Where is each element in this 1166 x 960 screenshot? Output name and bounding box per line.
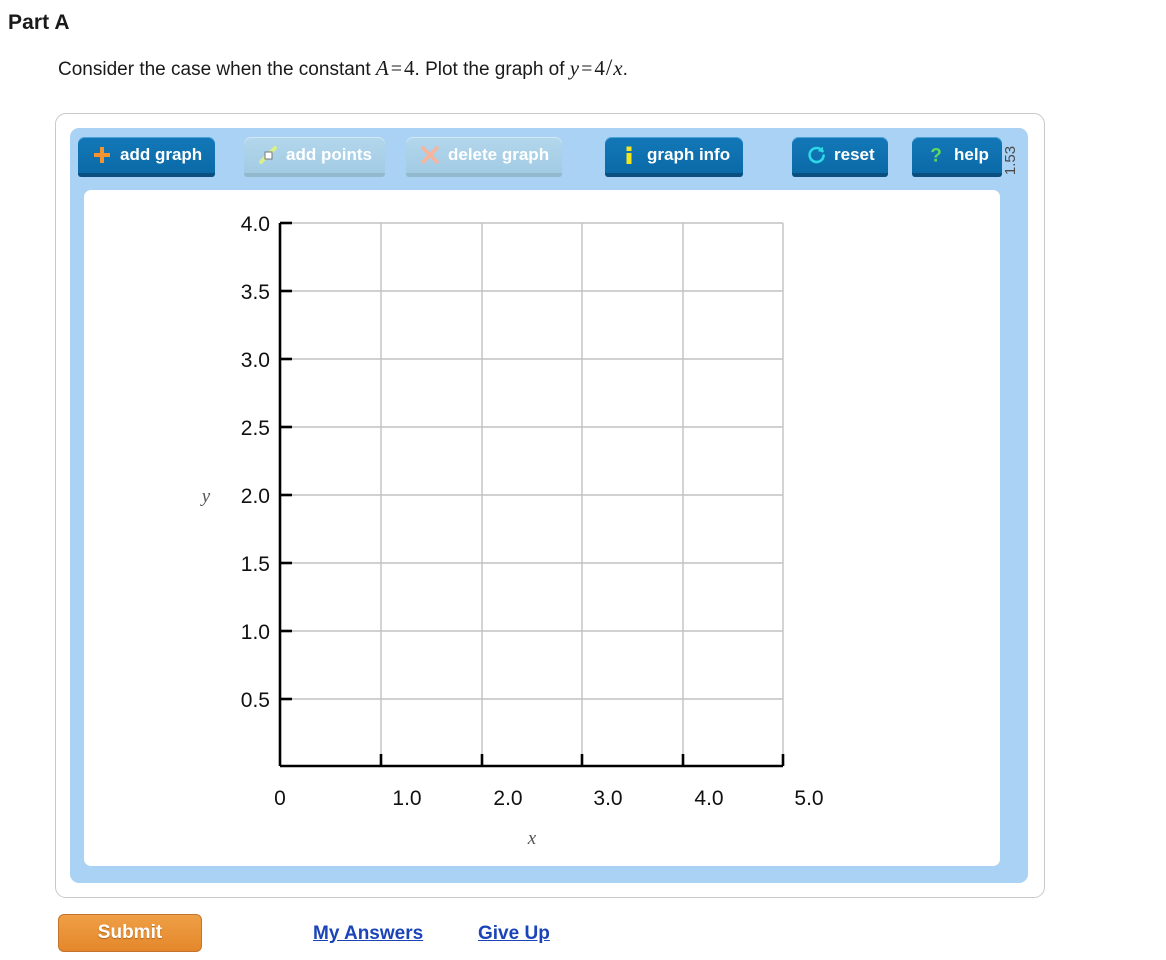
- x-tick-label: 5.0: [794, 787, 823, 810]
- x-tick-label: 1.0: [392, 787, 421, 810]
- refresh-icon: [805, 144, 827, 166]
- y-tick-label: 2.5: [241, 417, 270, 440]
- submit-button[interactable]: Submit: [58, 914, 202, 952]
- y-tick-label: 3.5: [241, 281, 270, 304]
- delete-graph-label: delete graph: [448, 145, 550, 164]
- x-tick-label: 3.0: [593, 787, 622, 810]
- grid-lines: [280, 222, 784, 766]
- x-tick-label: 2.0: [493, 787, 522, 810]
- y-tick-label: 0.5: [241, 689, 270, 712]
- add-points-label: add points: [286, 145, 372, 164]
- add-graph-button[interactable]: add graph: [78, 137, 216, 177]
- add-graph-label: add graph: [120, 145, 203, 164]
- applet-version-label: 1.53: [1002, 145, 1020, 175]
- prompt-period: .: [622, 59, 628, 80]
- fraction-denominator: x: [613, 56, 623, 80]
- x-axis-ticks: [379, 754, 785, 766]
- fraction-slash: /: [605, 55, 613, 80]
- x-icon: [419, 144, 441, 166]
- info-icon: [618, 144, 640, 166]
- function-variable-y: y: [569, 56, 580, 80]
- plot-panel[interactable]: 4.0 3.5 3.0 2.5 2.0 1.5 1.0 0.5 0 1.0 2.…: [84, 190, 1000, 866]
- question-icon: ?: [925, 144, 947, 166]
- plus-icon: [91, 144, 113, 166]
- applet-toolbar: add graph add points: [70, 128, 1028, 190]
- svg-text:?: ?: [930, 146, 942, 166]
- give-up-link[interactable]: Give Up: [478, 923, 550, 944]
- x-tick-label: 4.0: [694, 787, 723, 810]
- add-points-button[interactable]: add points: [244, 137, 385, 177]
- graph-applet-inner-frame: add graph add points: [70, 128, 1028, 883]
- y-tick-label: 3.0: [241, 349, 270, 372]
- graph-info-button[interactable]: graph info: [605, 137, 744, 177]
- answer-actions-bar: Submit My Answers Give Up: [0, 912, 1166, 960]
- constant-value: 4: [404, 56, 415, 80]
- graph-info-label: graph info: [647, 145, 731, 164]
- prompt-mid-text: . Plot the graph of: [414, 59, 570, 80]
- y-axis-tick-labels: 4.0 3.5 3.0 2.5 2.0 1.5 1.0 0.5: [241, 213, 270, 712]
- y-axis-label: y: [200, 486, 211, 507]
- fraction-numerator: 4: [594, 56, 605, 80]
- x-axis-label: x: [527, 828, 537, 849]
- help-button[interactable]: ? help: [912, 137, 1002, 177]
- points-icon: [257, 144, 279, 166]
- graph-canvas[interactable]: 4.0 3.5 3.0 2.5 2.0 1.5 1.0 0.5 0 1.0 2.…: [84, 190, 1000, 866]
- reset-label: reset: [834, 145, 875, 164]
- page-title: Part A: [8, 11, 70, 34]
- y-tick-label: 4.0: [241, 213, 270, 236]
- y-tick-label: 1.5: [241, 553, 270, 576]
- reset-button[interactable]: reset: [792, 137, 888, 177]
- equals-sign-2: =: [581, 58, 593, 80]
- prompt-lead-text: Consider the case when the constant: [58, 59, 376, 80]
- y-tick-label: 2.0: [241, 485, 270, 508]
- question-prompt: Consider the case when the constant A =4.…: [0, 35, 1166, 83]
- help-label: help: [954, 145, 989, 164]
- x-tick-label: 0: [274, 787, 286, 810]
- y-tick-label: 1.0: [241, 621, 270, 644]
- delete-graph-button[interactable]: delete graph: [406, 137, 563, 177]
- constant-symbol: A: [375, 56, 389, 80]
- my-answers-link[interactable]: My Answers: [313, 923, 424, 944]
- equals-sign-1: =: [390, 58, 403, 80]
- y-axis-ticks: [280, 221, 292, 701]
- graph-applet-container: add graph add points: [55, 113, 1045, 898]
- x-axis-tick-labels: 0 1.0 2.0 3.0 4.0 5.0: [274, 787, 823, 810]
